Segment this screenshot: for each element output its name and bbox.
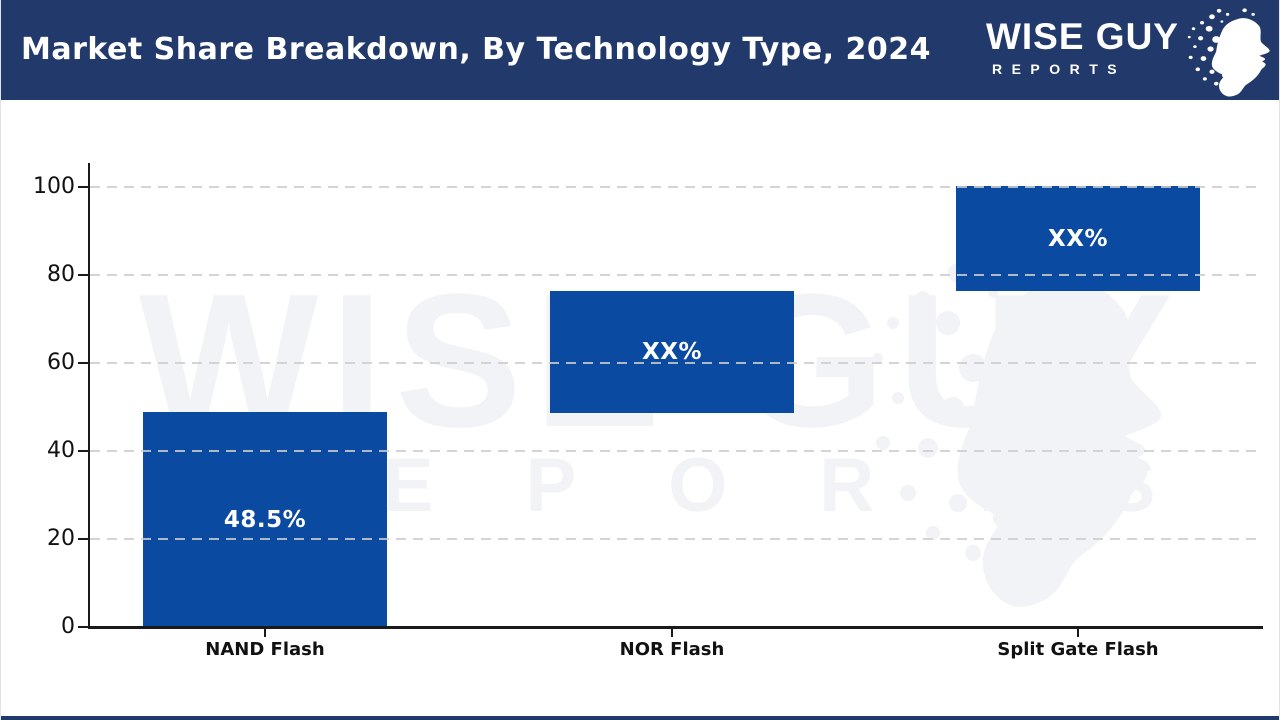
page-title: Market Share Breakdown, By Technology Ty… [21, 32, 931, 67]
x-category-label: NAND Flash [205, 639, 325, 660]
footer-accent-bar [1, 716, 1279, 720]
y-tick [78, 626, 88, 628]
x-category-label: Split Gate Flash [997, 639, 1159, 660]
bar-nand-flash: 48.5% [143, 412, 387, 627]
brand-subtitle: REPORTS [991, 61, 1127, 77]
x-tick [1077, 629, 1079, 637]
gridline-60 [90, 362, 1263, 364]
y-tick-label: 60 [47, 350, 75, 375]
bar-nor-flash: XX% [550, 291, 794, 413]
y-tick-label: 0 [61, 614, 75, 639]
y-tick-label: 80 [47, 262, 75, 287]
brand-name: WISE GUY [985, 16, 1179, 57]
x-tick [671, 629, 673, 637]
brand-logo-text: WISE GUY REPORTS [986, 16, 1179, 77]
gridline-20 [90, 538, 1263, 540]
y-tick [78, 362, 88, 364]
y-tick [78, 186, 88, 188]
header-bar: Market Share Breakdown, By Technology Ty… [1, 0, 1279, 100]
bar-split-gate-flash: XX% [956, 186, 1200, 291]
y-tick [78, 274, 88, 276]
gridline-40 [90, 450, 1263, 452]
y-tick [78, 538, 88, 540]
y-tick [78, 450, 88, 452]
x-axis-line [88, 626, 1263, 629]
bar-value-label: XX% [641, 339, 702, 365]
gridline-100 [90, 186, 1263, 188]
y-axis-line [88, 163, 90, 629]
gridline-80 [90, 274, 1263, 276]
bar-value-label: XX% [1047, 225, 1108, 252]
x-category-label: NOR Flash [619, 639, 725, 660]
dotted-face-icon [1187, 8, 1270, 97]
y-tick-label: 20 [47, 526, 75, 551]
x-tick [264, 629, 266, 637]
brand-logo: WISE GUY REPORTS [986, 8, 1270, 97]
bar-value-label: 48.5% [223, 506, 307, 533]
y-tick-label: 40 [47, 438, 75, 463]
y-tick-label: 100 [33, 174, 75, 199]
